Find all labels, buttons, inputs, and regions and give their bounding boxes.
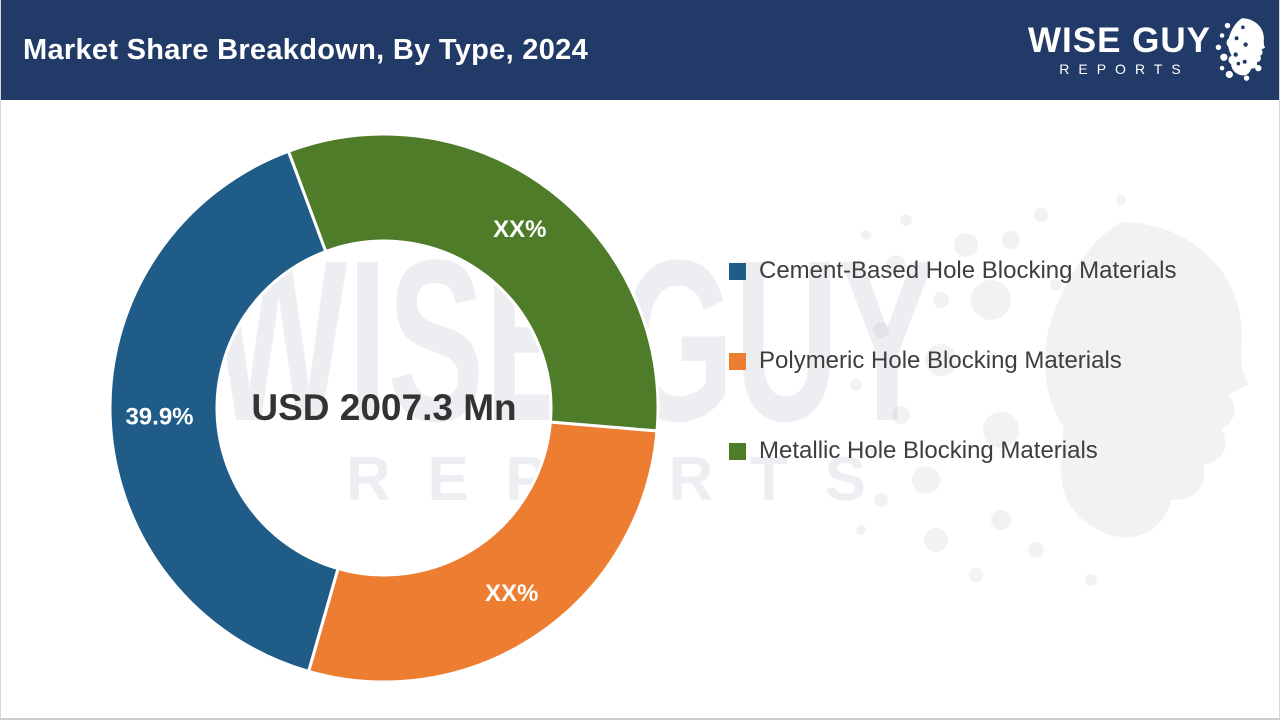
logo-text: WISE GUY REPORTS — [1028, 23, 1211, 77]
segment-pct-label: XX% — [485, 580, 538, 607]
chart-area: WISE GUY REPORTS 39.9%XX%XX% USD 2007.3 … — [1, 100, 1279, 718]
legend-swatch-icon — [729, 442, 746, 460]
segment-pct-label: XX% — [493, 216, 546, 243]
watermark-head-dots — [850, 195, 1126, 586]
logo-sub: REPORTS — [1059, 61, 1190, 77]
legend-swatch-icon — [729, 352, 746, 370]
page-title: Market Share Breakdown, By Type, 2024 — [23, 33, 589, 66]
watermark-head-silhouette — [1044, 222, 1249, 538]
legend-label: Polymeric Hole Blocking Materials — [759, 347, 1122, 374]
legend-item: Metallic Hole Blocking Materials — [729, 437, 1177, 465]
legend-label: Metallic Hole Blocking Materials — [759, 437, 1098, 464]
chart-center-value: USD 2007.3 Mn — [251, 387, 517, 428]
chart-legend: Cement-Based Hole Blocking Materials Poly… — [729, 257, 1177, 527]
logo-name: WISE GUY — [1027, 21, 1211, 60]
donut-chart: 39.9% XX% XX% — [108, 132, 660, 684]
donut-segment — [307, 420, 659, 684]
legend-item: Polymeric Hole Blocking Materials — [729, 347, 1177, 375]
header-bar: Market Share Breakdown, By Type, 2024 WI… — [1, 0, 1279, 100]
donut-segment — [108, 149, 340, 673]
legend-item: Cement-Based Hole Blocking Materials — [729, 257, 1177, 285]
legend-swatch-icon — [729, 262, 746, 280]
logo-face-icon — [1215, 18, 1266, 81]
segment-pct-label: 39.9% — [125, 404, 193, 431]
legend-label: Cement-Based Hole Blocking Materials — [759, 257, 1177, 284]
donut-segment — [286, 132, 660, 433]
wise-guy-logo: WISE GUY REPORTS — [1028, 13, 1271, 87]
